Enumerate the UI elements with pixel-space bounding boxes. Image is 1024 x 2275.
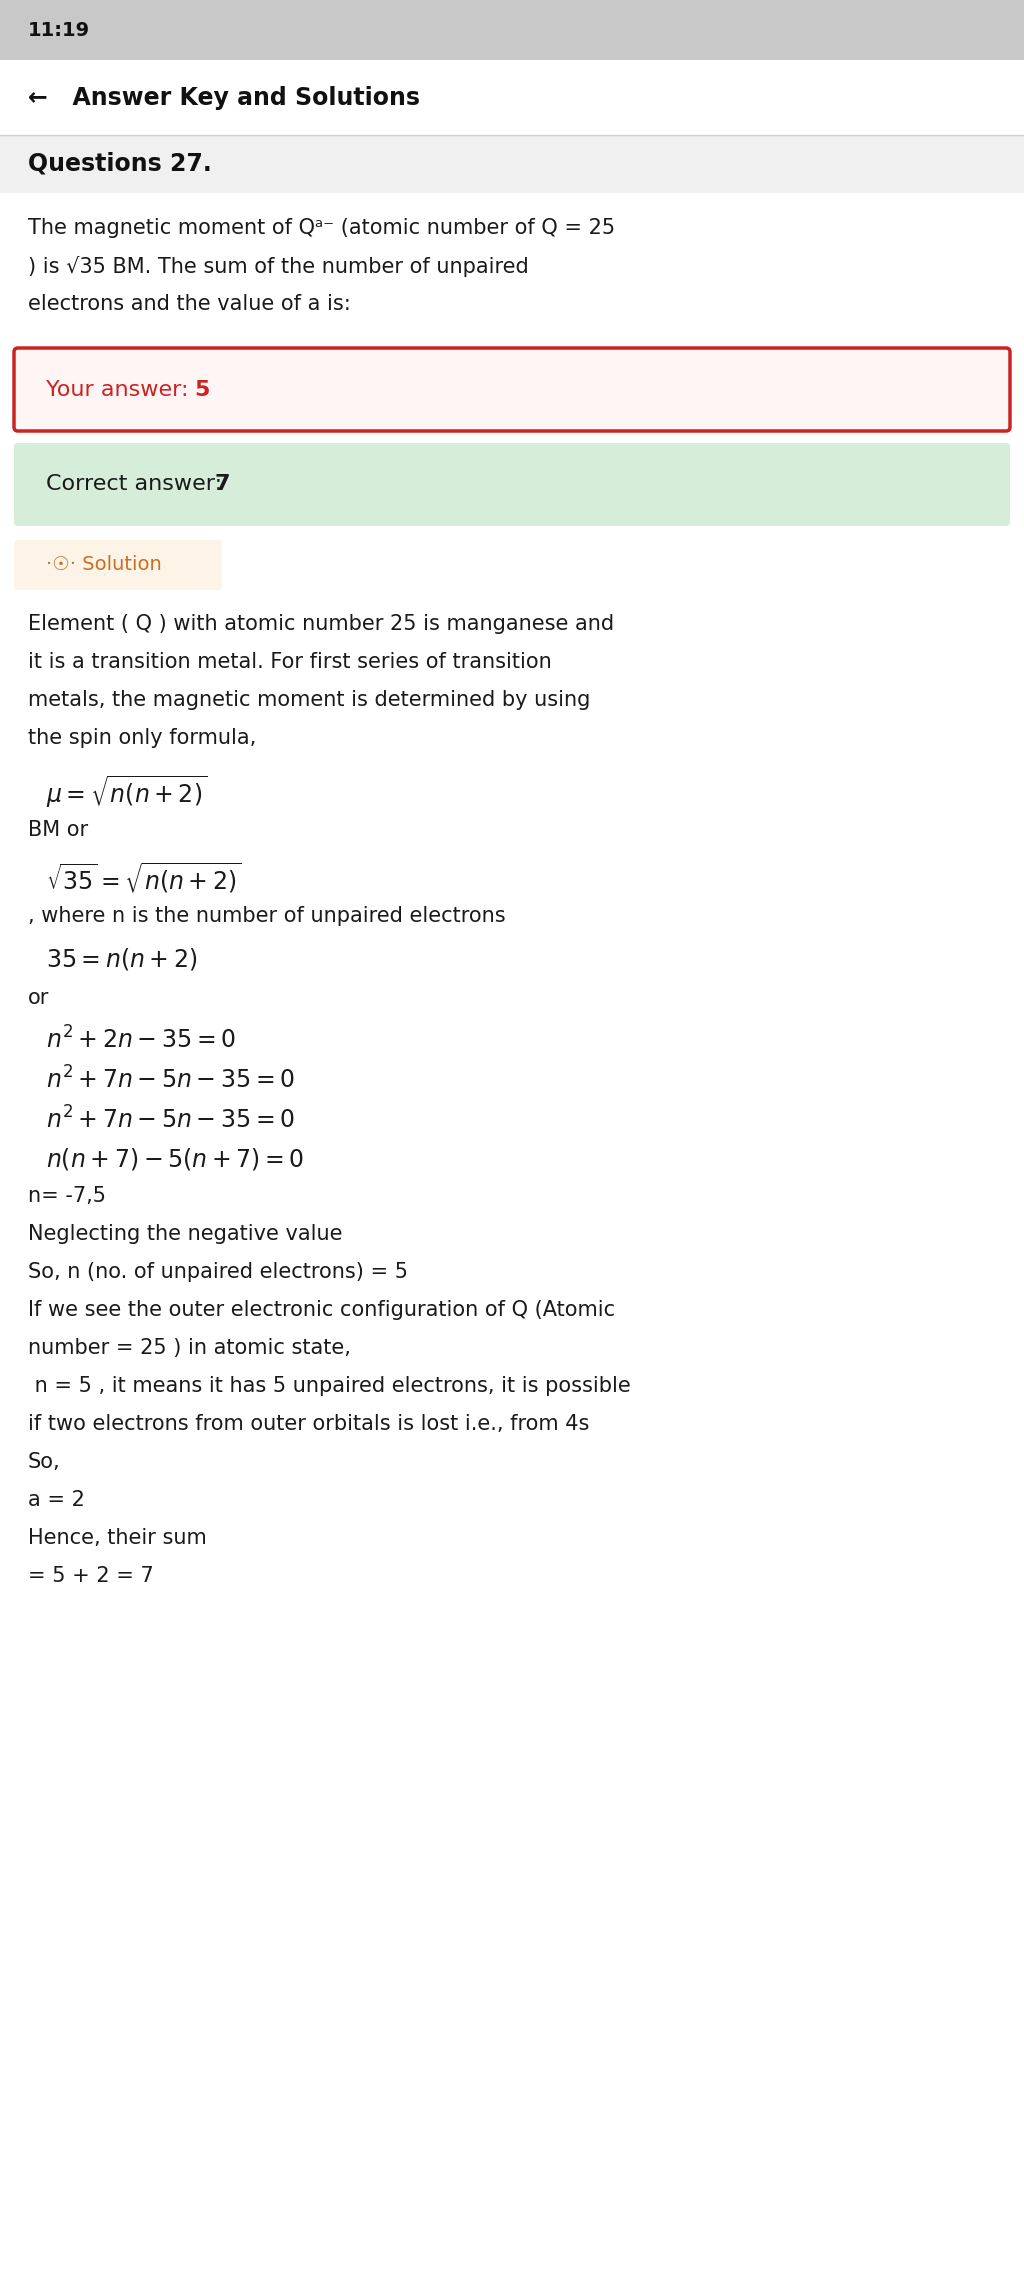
Text: $n^2 + 7n - 5n - 35 = 0$: $n^2 + 7n - 5n - 35 = 0$	[46, 1106, 295, 1133]
Text: BM or: BM or	[28, 819, 88, 839]
Text: If we see the outer electronic configuration of Q (Atomic: If we see the outer electronic configura…	[28, 1299, 615, 1319]
Text: Your answer:: Your answer:	[46, 380, 196, 400]
Text: the spin only formula,: the spin only formula,	[28, 728, 256, 748]
Bar	[0, 59, 1024, 134]
Text: number = 25 ) in atomic state,: number = 25 ) in atomic state,	[28, 1338, 351, 1358]
Text: The magnetic moment of Qᵃ⁻ (atomic number of Q = 25: The magnetic moment of Qᵃ⁻ (atomic numbe…	[28, 218, 615, 239]
FancyBboxPatch shape	[14, 348, 1010, 430]
Bar	[0, 134, 1024, 193]
Text: if two electrons from outer orbitals is lost i.e., from 4s: if two electrons from outer orbitals is …	[28, 1415, 590, 1433]
Text: n = 5 , it means it has 5 unpaired electrons, it is possible: n = 5 , it means it has 5 unpaired elect…	[28, 1376, 631, 1397]
Text: $35 = n(n + 2)$: $35 = n(n + 2)$	[46, 946, 198, 971]
Text: $\sqrt{35} = \sqrt{n(n + 2)}$: $\sqrt{35} = \sqrt{n(n + 2)}$	[46, 860, 242, 894]
Text: $n(n + 7) - 5(n + 7) = 0$: $n(n + 7) - 5(n + 7) = 0$	[46, 1147, 304, 1172]
Text: $n^2 + 7n - 5n - 35 = 0$: $n^2 + 7n - 5n - 35 = 0$	[46, 1067, 295, 1094]
Text: a = 2: a = 2	[28, 1490, 85, 1511]
Text: ·☉· Solution: ·☉· Solution	[46, 555, 162, 576]
FancyBboxPatch shape	[14, 539, 222, 589]
Text: ) is √35 BM. The sum of the number of unpaired: ) is √35 BM. The sum of the number of un…	[28, 257, 528, 278]
Text: electrons and the value of a is:: electrons and the value of a is:	[28, 293, 351, 314]
Text: 7: 7	[214, 475, 229, 494]
Text: ←   Answer Key and Solutions: ← Answer Key and Solutions	[28, 86, 420, 109]
Text: , where n is the number of unpaired electrons: , where n is the number of unpaired elec…	[28, 905, 506, 926]
Text: metals, the magnetic moment is determined by using: metals, the magnetic moment is determine…	[28, 689, 591, 710]
Text: 11:19: 11:19	[28, 20, 90, 39]
Text: Correct answer:: Correct answer:	[46, 475, 229, 494]
Text: $n^2 + 2n - 35 = 0$: $n^2 + 2n - 35 = 0$	[46, 1026, 236, 1053]
Text: $\mu = \sqrt{n(n + 2)}$: $\mu = \sqrt{n(n + 2)}$	[46, 774, 207, 810]
Text: Element ( Q ) with atomic number 25 is manganese and: Element ( Q ) with atomic number 25 is m…	[28, 614, 614, 635]
Text: Questions 27.: Questions 27.	[28, 152, 212, 175]
Text: n= -7,5: n= -7,5	[28, 1185, 106, 1206]
Text: So,: So,	[28, 1451, 60, 1472]
Text: So, n (no. of unpaired electrons) = 5: So, n (no. of unpaired electrons) = 5	[28, 1263, 408, 1283]
Text: or: or	[28, 987, 49, 1008]
FancyBboxPatch shape	[14, 444, 1010, 526]
Text: = 5 + 2 = 7: = 5 + 2 = 7	[28, 1565, 154, 1586]
Bar	[0, 0, 1024, 59]
Text: it is a transition metal. For first series of transition: it is a transition metal. For first seri…	[28, 653, 552, 671]
Text: Neglecting the negative value: Neglecting the negative value	[28, 1224, 342, 1244]
Text: 5: 5	[194, 380, 209, 400]
Text: Hence, their sum: Hence, their sum	[28, 1529, 207, 1547]
